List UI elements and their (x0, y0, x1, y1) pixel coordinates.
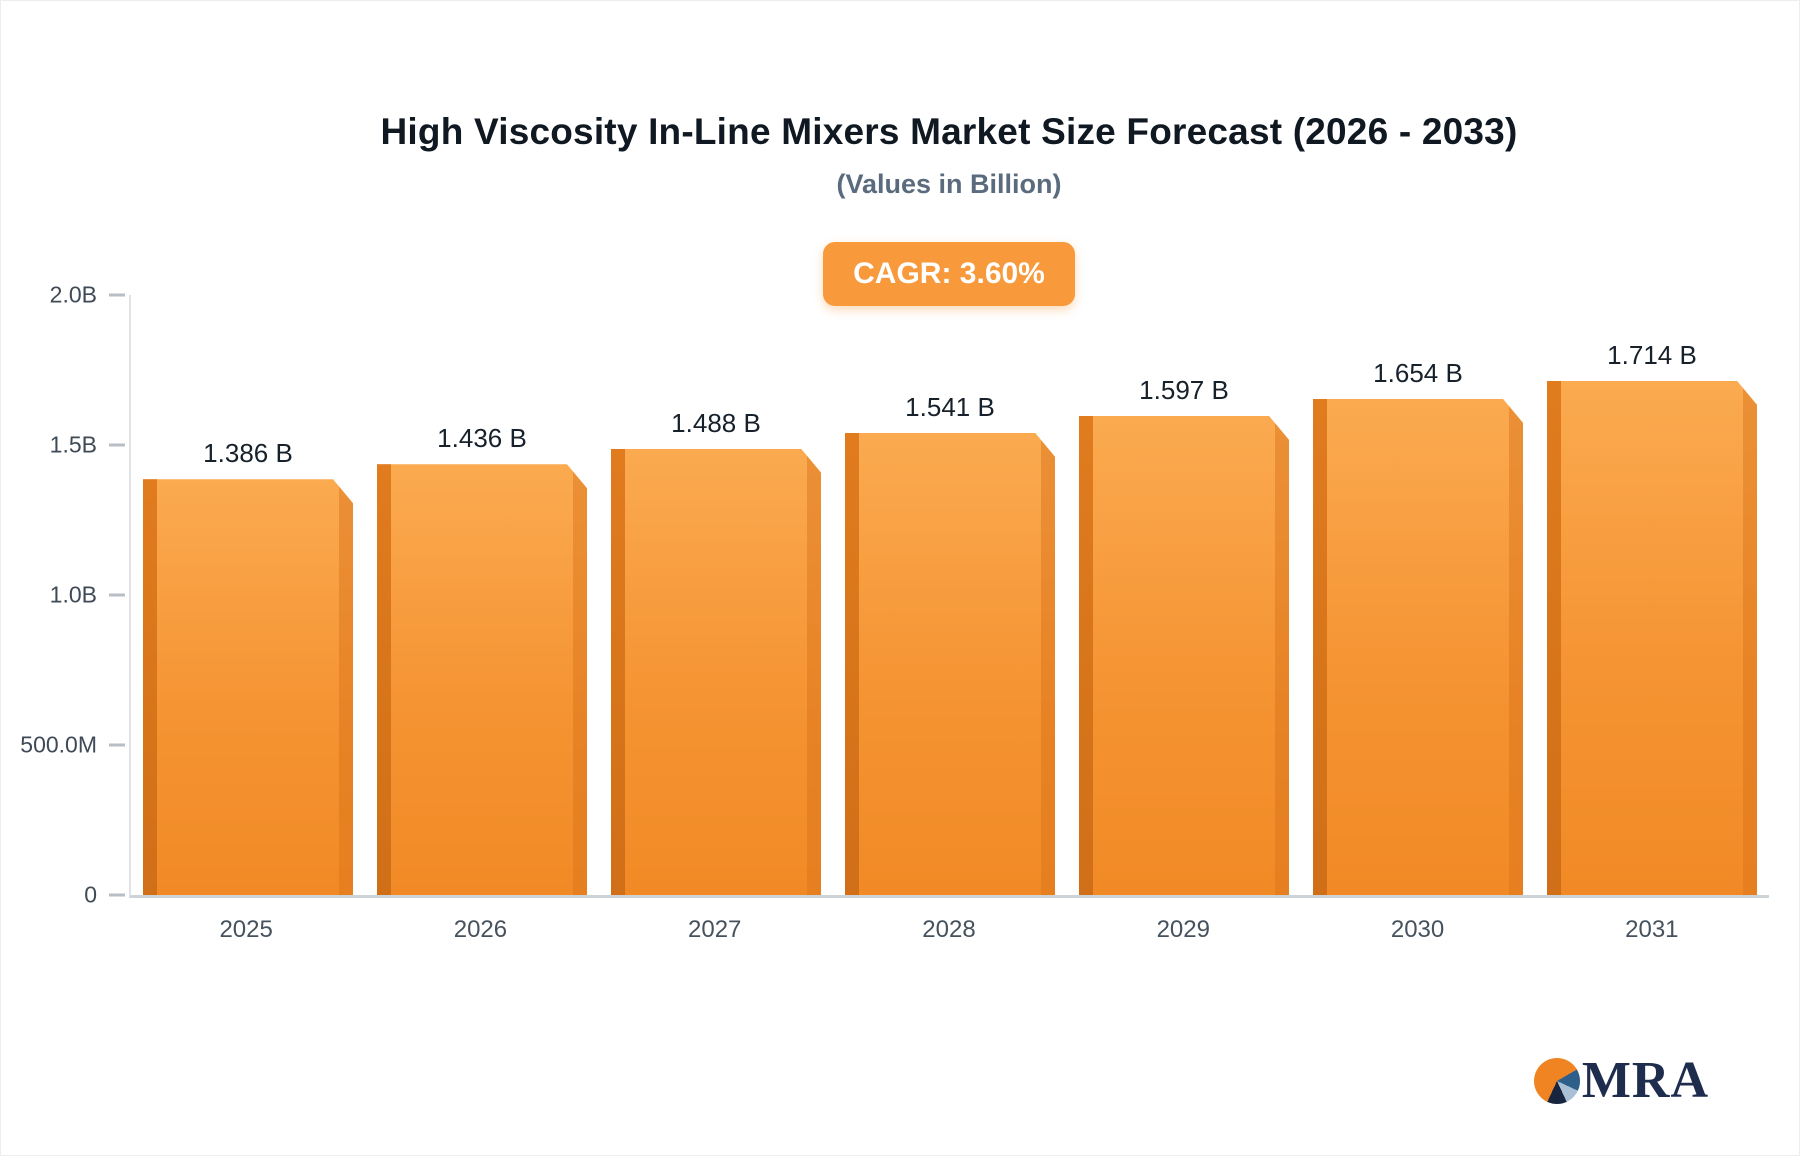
y-tick-label: 0 (84, 881, 97, 908)
x-axis-labels: 2025 2026 2027 2028 2029 2030 2031 (129, 916, 1769, 944)
y-tick-mark (109, 593, 125, 597)
x-axis-label: 2025 (219, 916, 273, 943)
chart-title: High Viscosity In-Line Mixers Market Siz… (380, 111, 1518, 152)
bar-slot: 1.714 B (1535, 295, 1769, 895)
x-axis-label: 2027 (688, 916, 742, 943)
y-tick-mark (109, 893, 125, 897)
bar-value-label: 1.597 B (1139, 374, 1229, 405)
x-axis-label: 2026 (453, 916, 508, 943)
y-tick: 500.0M (20, 732, 131, 759)
x-axis-label: 2028 (922, 916, 976, 943)
cagr-badge: CAGR: 3.60% (823, 242, 1075, 306)
y-tick-label: 2.0B (49, 281, 97, 308)
bar-value-label: 1.714 B (1607, 339, 1697, 370)
bar-2028 (845, 433, 1055, 895)
plot-area: 1.386 B 1.436 B 1.488 B 1.541 B 1.597 B 1.654… (20, 282, 1769, 908)
bar-slot: 1.436 B (365, 295, 599, 895)
x-axis-label: 2029 (1156, 916, 1210, 943)
y-tick-mark (109, 443, 125, 447)
brand-logo-text: MRA (1581, 1052, 1709, 1109)
x-axis-label: 2031 (1625, 916, 1679, 943)
bar-slot: 1.541 B (833, 295, 1067, 895)
bar-2027 (611, 449, 821, 895)
y-tick-label: 500.0M (20, 731, 97, 758)
bar-value-label: 1.386 B (203, 438, 293, 469)
bar-value-label: 1.436 B (437, 423, 527, 454)
bar-2029 (1079, 416, 1289, 895)
bar-value-label: 1.541 B (905, 391, 995, 422)
bar-series: 1.386 B 1.436 B 1.488 B 1.541 B 1.597 B 1.654… (131, 295, 1769, 895)
bar-value-label: 1.654 B (1373, 357, 1463, 388)
bar-slot: 1.597 B (1067, 295, 1301, 895)
brand-logo: MRA (1533, 1052, 1709, 1109)
y-tick: 0 (84, 882, 131, 909)
chart-header: High Viscosity In-Line Mixers Market Siz… (129, 1, 1769, 306)
bar-slot: 1.386 B (131, 295, 365, 895)
bar-2030 (1313, 399, 1523, 895)
bar-2031 (1547, 381, 1757, 895)
pie-logo-icon (1533, 1058, 1580, 1104)
y-tick-mark (109, 743, 125, 747)
bar-slot: 1.654 B (1301, 295, 1535, 895)
chart-subtitle: (Values in Billion) (836, 169, 1062, 199)
y-tick-label: 1.5B (49, 431, 97, 458)
bar-slot: 1.488 B (599, 295, 833, 895)
y-tick: 1.5B (50, 432, 131, 459)
bar-2026 (377, 464, 587, 895)
y-tick: 1.0B (50, 582, 131, 609)
y-tick: 2.0B (50, 282, 131, 309)
bar-2025 (143, 479, 353, 895)
bar-value-label: 1.488 B (671, 407, 761, 438)
x-axis-label: 2030 (1390, 916, 1445, 943)
y-tick-label: 1.0B (49, 581, 97, 608)
y-tick-mark (109, 293, 125, 297)
